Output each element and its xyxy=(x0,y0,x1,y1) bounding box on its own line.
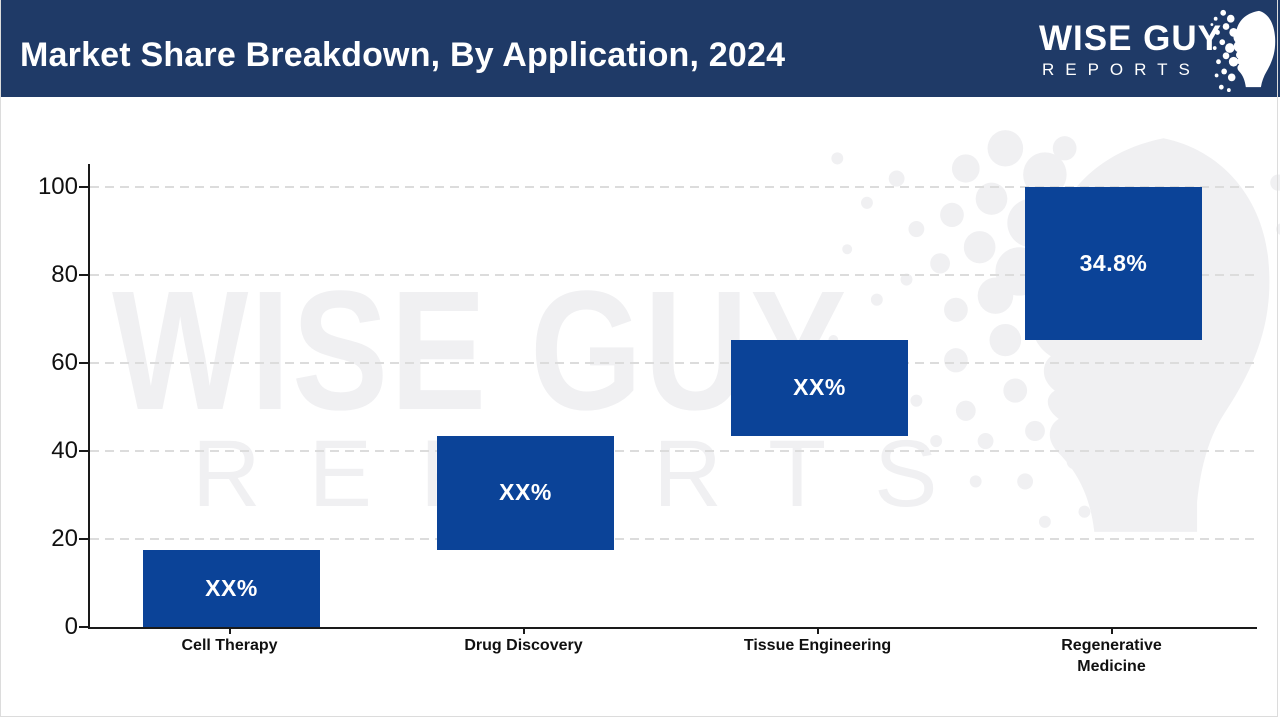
logo-brand-text: WISE GUY xyxy=(1038,19,1222,58)
x-axis-tick xyxy=(522,627,525,634)
category-label: Tissue Engineering xyxy=(743,637,892,654)
category-label: Regenerative Medicine xyxy=(1061,637,1162,675)
bar-value-label: XX% xyxy=(205,575,258,601)
brand-logo-text: WISE GUY REPORTS xyxy=(1039,21,1222,78)
watermark-brand-text: WISE GUY xyxy=(112,256,849,446)
gridline xyxy=(90,362,1257,364)
bar: 34.8% xyxy=(1025,187,1202,341)
header-bar: Market Share Breakdown, By Application, … xyxy=(0,0,1280,97)
gridline xyxy=(90,538,1257,540)
bar-value-label: XX% xyxy=(499,479,552,506)
y-axis-label: 0 xyxy=(64,613,78,640)
category-label: Drug Discovery xyxy=(464,637,583,654)
bar-value-label: 34.8% xyxy=(1079,250,1148,277)
y-axis-label: 80 xyxy=(51,261,78,288)
chart-title: Market Share Breakdown, By Application, … xyxy=(20,36,786,74)
y-axis-label: 20 xyxy=(51,525,78,552)
bar: XX% xyxy=(437,435,614,550)
y-axis-label: 100 xyxy=(37,173,78,200)
brand-logo: WISE GUY REPORTS xyxy=(1039,5,1276,93)
bar: XX% xyxy=(731,340,908,436)
category-label: Cell Therapy xyxy=(181,637,278,654)
y-axis-tick xyxy=(79,450,88,452)
y-axis-tick xyxy=(79,362,88,364)
x-axis-tick xyxy=(1110,627,1113,634)
bar-value-label: XX% xyxy=(793,374,846,401)
y-axis-tick xyxy=(79,186,88,188)
plot-area: 0 20 40 60 80 100 XX% XX% XX% 34.8% xyxy=(38,164,1257,640)
y-axis-tick xyxy=(79,626,88,628)
bar: XX% xyxy=(143,550,320,627)
y-axis-tick xyxy=(79,274,88,276)
y-axis-label: 60 xyxy=(51,349,78,376)
gridline xyxy=(90,450,1257,452)
x-axis-tick xyxy=(228,627,231,634)
gridline xyxy=(90,186,1257,188)
logo-tagline-text: REPORTS xyxy=(1041,60,1201,79)
y-axis-tick xyxy=(79,538,88,540)
gridline xyxy=(90,274,1257,276)
y-axis-label: 40 xyxy=(51,437,78,464)
logo-head-dots-icon xyxy=(1210,9,1276,92)
x-axis-tick xyxy=(816,627,819,634)
